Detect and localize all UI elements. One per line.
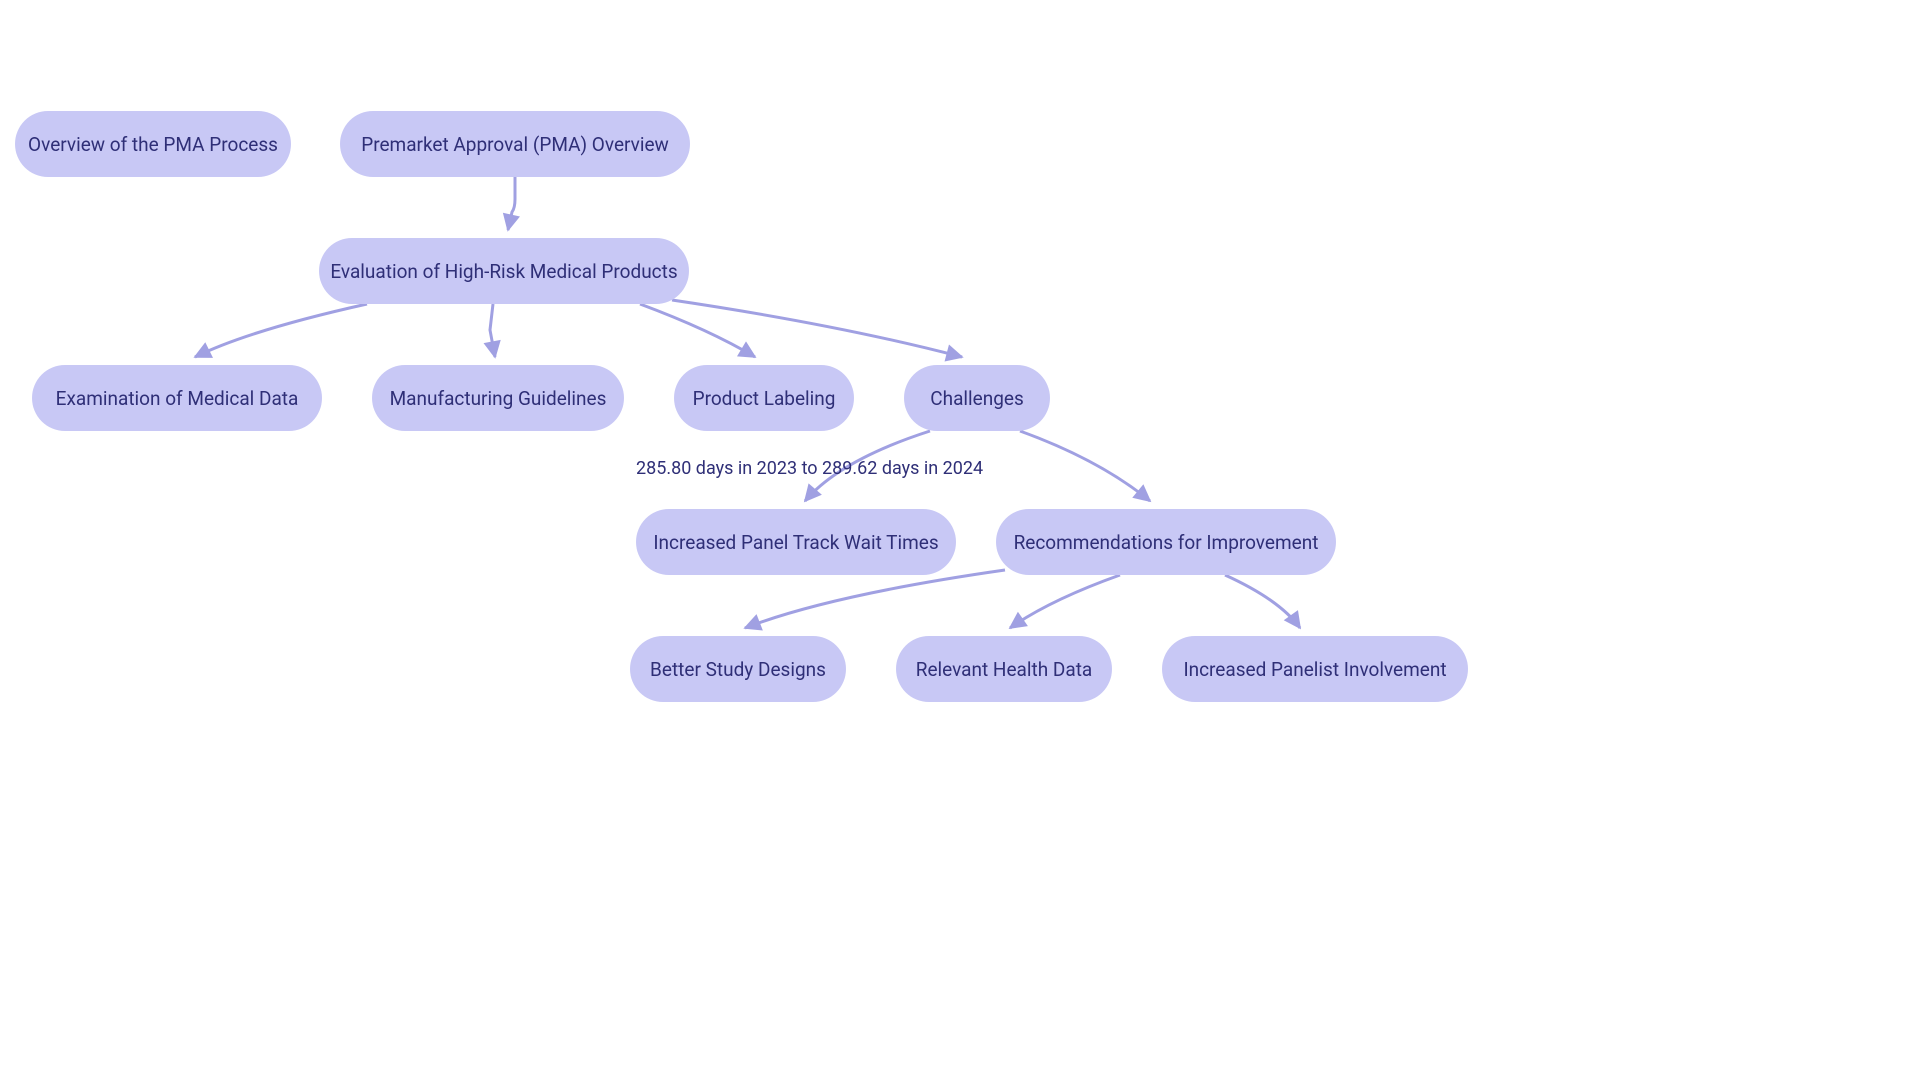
edge-evaluation-to-mfg_guidelines	[490, 304, 495, 357]
node-overview-process: Overview of the PMA Process	[15, 111, 291, 177]
edge-recommendations-to-panelist	[1225, 575, 1300, 628]
edge-pma_overview-to-evaluation	[508, 177, 515, 230]
node-evaluation: Evaluation of High-Risk Medical Products	[319, 238, 689, 304]
node-study-designs: Better Study Designs	[630, 636, 846, 702]
node-pma-overview: Premarket Approval (PMA) Overview	[340, 111, 690, 177]
edge-evaluation-to-product_labeling	[640, 304, 755, 357]
node-mfg-guidelines: Manufacturing Guidelines	[372, 365, 624, 431]
edge-evaluation-to-challenges	[672, 300, 962, 357]
node-wait-times: Increased Panel Track Wait Times	[636, 509, 956, 575]
node-panelist: Increased Panelist Involvement	[1162, 636, 1468, 702]
edge-label-wait-times: 285.80 days in 2023 to 289.62 days in 20…	[636, 458, 983, 479]
node-health-data: Relevant Health Data	[896, 636, 1112, 702]
edge-challenges-to-recommendations	[1020, 431, 1150, 501]
flowchart-canvas: Overview of the PMA Process Premarket Ap…	[0, 0, 1920, 1083]
edge-recommendations-to-study_designs	[745, 570, 1005, 628]
edges-layer	[0, 0, 1920, 1083]
node-recommendations: Recommendations for Improvement	[996, 509, 1336, 575]
edge-recommendations-to-health_data	[1010, 575, 1120, 628]
node-challenges: Challenges	[904, 365, 1050, 431]
node-exam-data: Examination of Medical Data	[32, 365, 322, 431]
edge-evaluation-to-exam_data	[195, 304, 367, 357]
node-product-labeling: Product Labeling	[674, 365, 854, 431]
